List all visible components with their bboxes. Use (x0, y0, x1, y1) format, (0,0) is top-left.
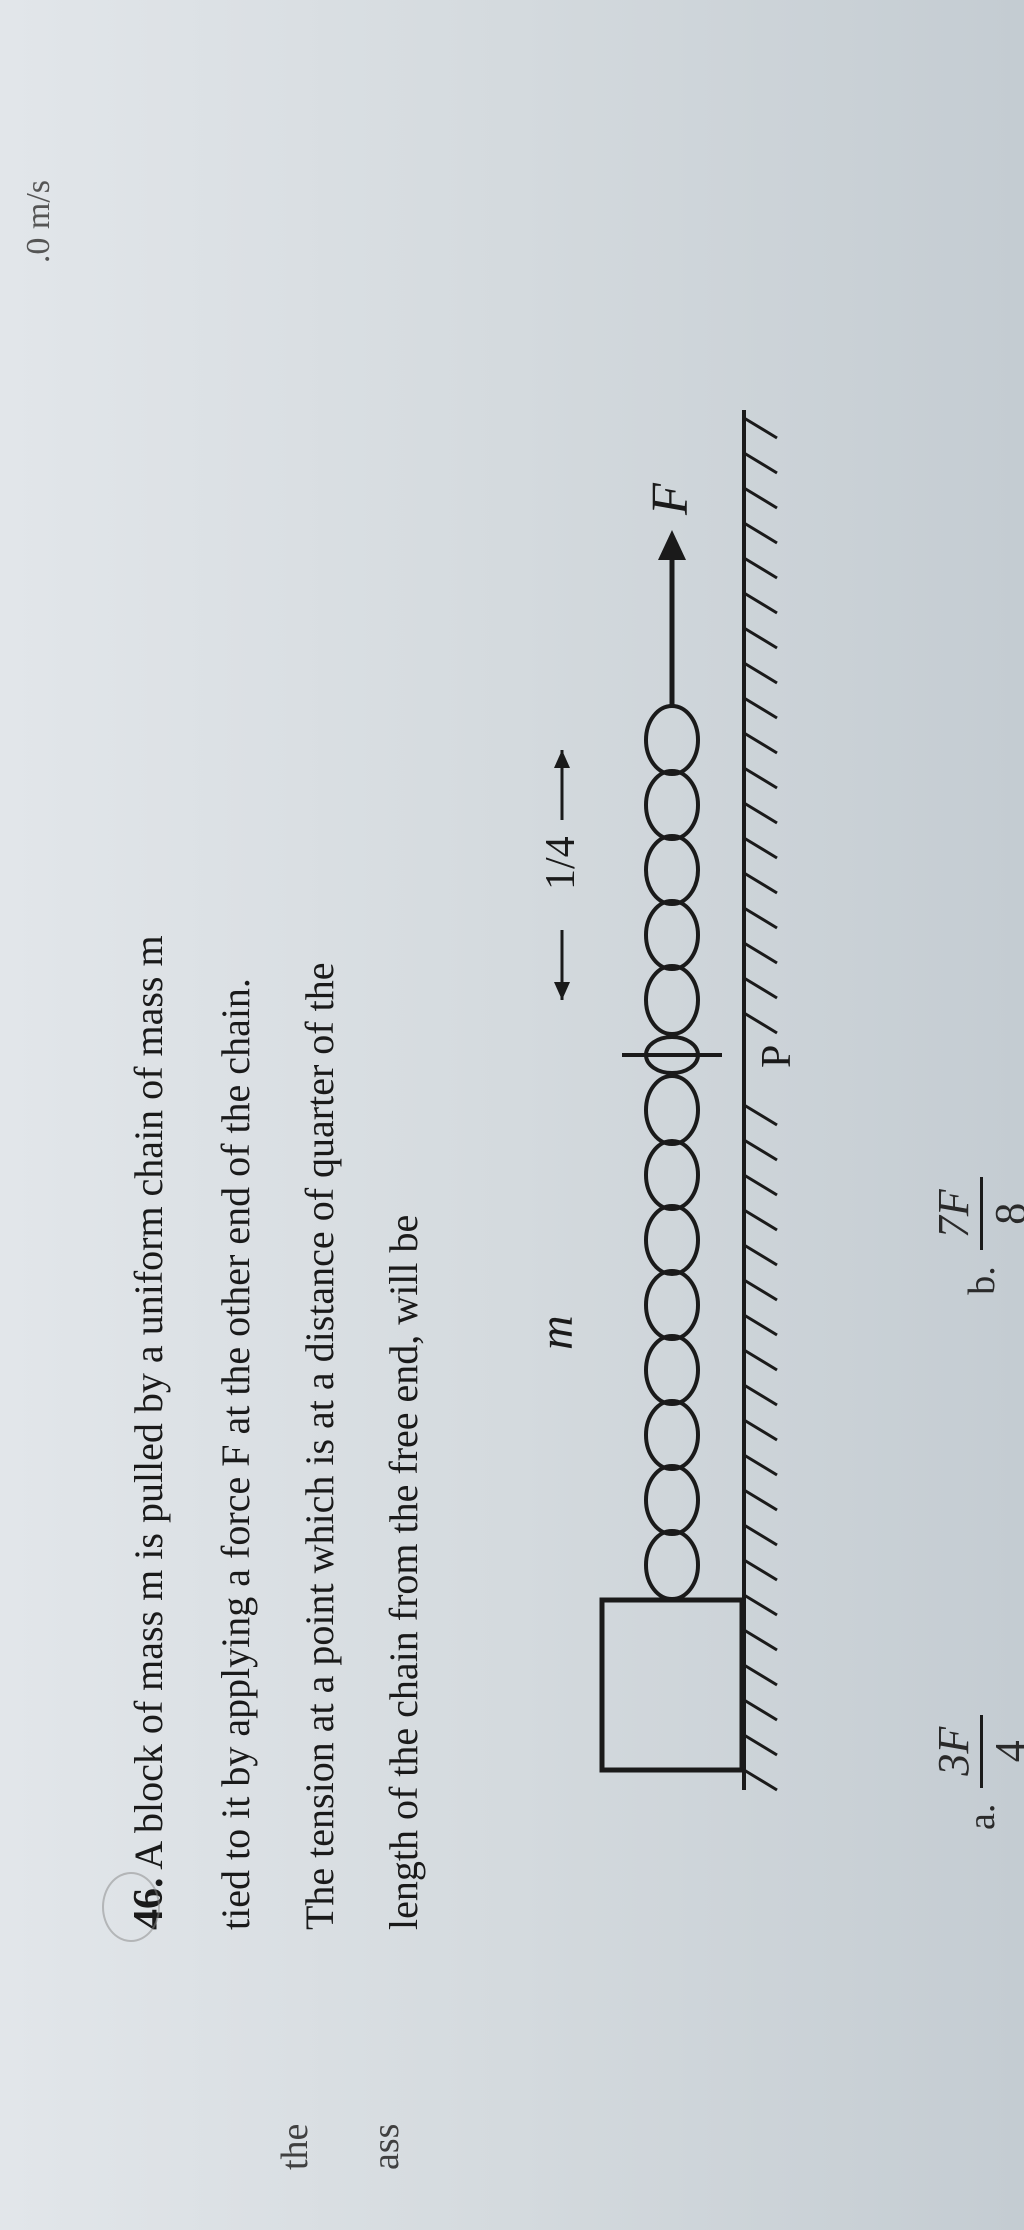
option-a: a. 3F 4 (932, 1715, 1024, 1830)
left-margin-partial: the ass (250, 2124, 432, 2170)
physics-diagram: m 1/4 (502, 330, 882, 1830)
option-a-label: a. (960, 1804, 1004, 1830)
question-line-3: The tension at a point which is at a dis… (282, 120, 358, 1930)
point-p-label: P (754, 1045, 800, 1068)
ground-hatching (744, 418, 777, 1790)
pencil-circle-mark (102, 1872, 160, 1942)
diagram-svg: m 1/4 (502, 330, 882, 1830)
option-a-denominator: 4 (983, 1740, 1024, 1762)
option-b-numerator: 7F (932, 1177, 983, 1250)
fraction-label: 1/4 (538, 836, 584, 890)
block-shape (602, 1600, 742, 1770)
option-b-fraction: 7F 8 (932, 1177, 1024, 1250)
option-a-fraction: 3F 4 (932, 1715, 1024, 1788)
option-b: b. 7F 8 (932, 1177, 1024, 1294)
question-line-2: tied to it by applying a force F at the … (198, 120, 274, 1930)
question-number: 46. (110, 1878, 190, 1931)
partial-word-1: the (250, 2124, 341, 2170)
question-line-4: length of the chain from the free end, w… (366, 120, 442, 1930)
force-label: F (642, 482, 699, 516)
force-arrow: F (642, 482, 699, 708)
quarter-length-indicator: 1/4 (538, 750, 584, 1000)
question-block: 46. A block of mass m is pulled by a uni… (110, 120, 442, 1930)
partial-word-2: ass (341, 2124, 432, 2170)
chain (622, 706, 722, 1599)
option-a-numerator: 3F (932, 1715, 983, 1788)
page-content: .0 m/s the ass 46. A block of mass m is … (0, 0, 1024, 2230)
top-partial-text: .0 m/s (20, 180, 58, 263)
option-b-denominator: 8 (983, 1203, 1024, 1225)
option-b-label: b. (960, 1266, 1004, 1295)
options-row-1: a. 3F 4 b. 7F 8 (932, 120, 1024, 1830)
question-line-1: 46. A block of mass m is pulled by a uni… (110, 120, 190, 1930)
mass-label: m (530, 1315, 583, 1350)
question-text-line-1: A block of mass m is pulled by a uniform… (126, 935, 171, 1869)
